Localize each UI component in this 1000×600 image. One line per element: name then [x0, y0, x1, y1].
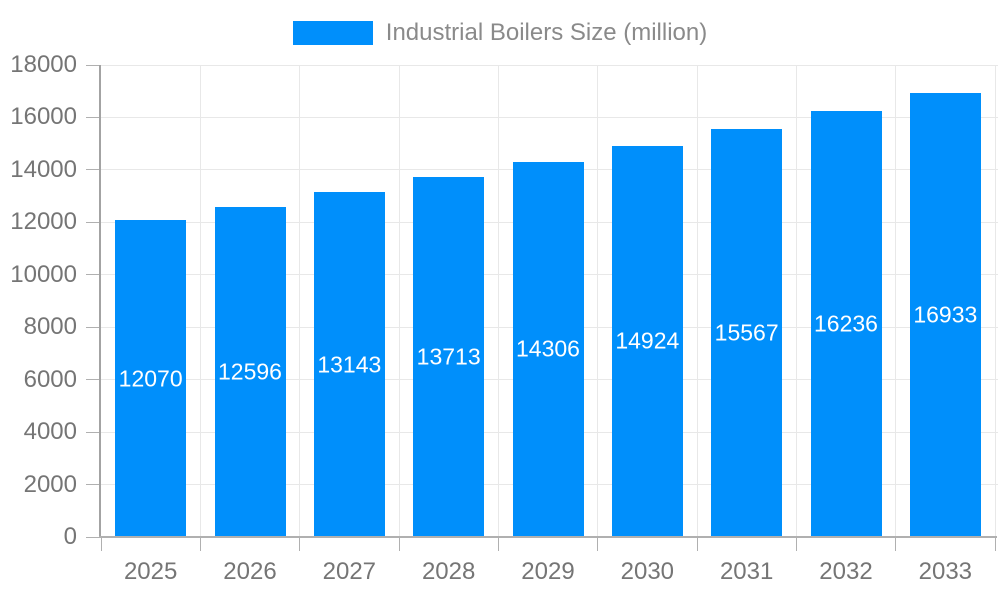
- legend-swatch: [292, 21, 373, 45]
- gridline-horizontal: [101, 116, 998, 118]
- bar: 16933: [909, 92, 981, 537]
- legend-item[interactable]: Industrial Boilers Size (million): [292, 19, 708, 47]
- x-axis-label: 2026: [223, 558, 277, 585]
- gridline-horizontal: [101, 64, 998, 66]
- x-axis-tick: [398, 537, 400, 551]
- bar-value-label: 14924: [615, 327, 680, 354]
- bar-value-label: 12596: [218, 358, 282, 385]
- y-axis-tick: [86, 274, 100, 276]
- bar: 16236: [810, 111, 882, 537]
- bar: 12070: [115, 220, 187, 537]
- x-axis-label: 2027: [322, 558, 377, 585]
- legend-label: Industrial Boilers Size (million): [385, 19, 708, 46]
- x-axis-label: 2033: [918, 558, 973, 585]
- x-axis-tick: [199, 537, 201, 551]
- bar: 14306: [512, 161, 584, 537]
- y-axis-label: 16000: [10, 103, 77, 131]
- y-axis-label: 4000: [23, 418, 77, 446]
- y-axis-tick: [86, 484, 100, 486]
- y-axis-tick: [86, 64, 100, 66]
- y-axis-label: 2000: [23, 470, 77, 498]
- y-axis-tick: [86, 116, 100, 118]
- bar-value-label: 13143: [317, 351, 382, 378]
- y-axis-tick: [86, 221, 100, 223]
- x-axis-tick: [299, 537, 301, 551]
- x-axis-label: 2030: [620, 558, 675, 585]
- bar-value-label: 16933: [913, 301, 978, 328]
- gridline-vertical: [299, 65, 301, 537]
- x-axis-tick: [100, 537, 102, 551]
- x-axis-tick: [895, 537, 897, 551]
- bar: 15567: [711, 128, 783, 537]
- y-axis-tick: [86, 326, 100, 328]
- bar-value-label: 16236: [814, 310, 878, 337]
- x-axis-tick: [994, 537, 996, 551]
- y-axis-tick: [86, 536, 100, 538]
- gridline-vertical: [795, 65, 797, 537]
- x-axis-tick: [795, 537, 797, 551]
- x-axis-label: 2031: [719, 558, 774, 585]
- x-axis-label: 2029: [521, 558, 575, 585]
- y-axis-label: 12000: [10, 208, 77, 236]
- y-axis-tick: [86, 431, 100, 433]
- legend: Industrial Boilers Size (million): [0, 19, 1000, 47]
- bar: 12596: [214, 206, 286, 537]
- y-axis-label: 6000: [23, 365, 77, 393]
- gridline-vertical: [895, 65, 897, 537]
- gridline-vertical: [398, 65, 400, 537]
- y-axis-label: 14000: [10, 155, 77, 183]
- x-axis-line: [99, 536, 997, 538]
- x-axis-tick: [497, 537, 499, 551]
- x-axis-tick: [597, 537, 599, 551]
- bar-value-label: 13713: [416, 343, 481, 370]
- x-axis-label: 2025: [123, 558, 178, 585]
- bar: 13713: [413, 177, 485, 537]
- gridline-vertical: [994, 65, 996, 537]
- y-axis-tick: [86, 169, 100, 171]
- bar-value-label: 12070: [118, 365, 183, 392]
- gridline-vertical: [597, 65, 599, 537]
- y-axis-label: 18000: [10, 51, 77, 78]
- x-axis-label: 2028: [421, 558, 476, 585]
- x-axis-label: 2032: [819, 558, 873, 585]
- bar-value-label: 15567: [714, 319, 779, 346]
- gridline-vertical: [199, 65, 201, 537]
- y-axis-label: 0: [63, 523, 77, 550]
- y-axis-line: [99, 65, 101, 537]
- x-axis-tick: [696, 537, 698, 551]
- gridline-vertical: [696, 65, 698, 537]
- bar: 14924: [611, 145, 683, 537]
- y-axis-tick: [86, 379, 100, 381]
- gridline-vertical: [497, 65, 499, 537]
- bar: 13143: [313, 192, 385, 537]
- y-axis-label: 8000: [23, 313, 77, 341]
- y-axis-label: 10000: [10, 260, 77, 288]
- bar-value-label: 14306: [516, 335, 580, 362]
